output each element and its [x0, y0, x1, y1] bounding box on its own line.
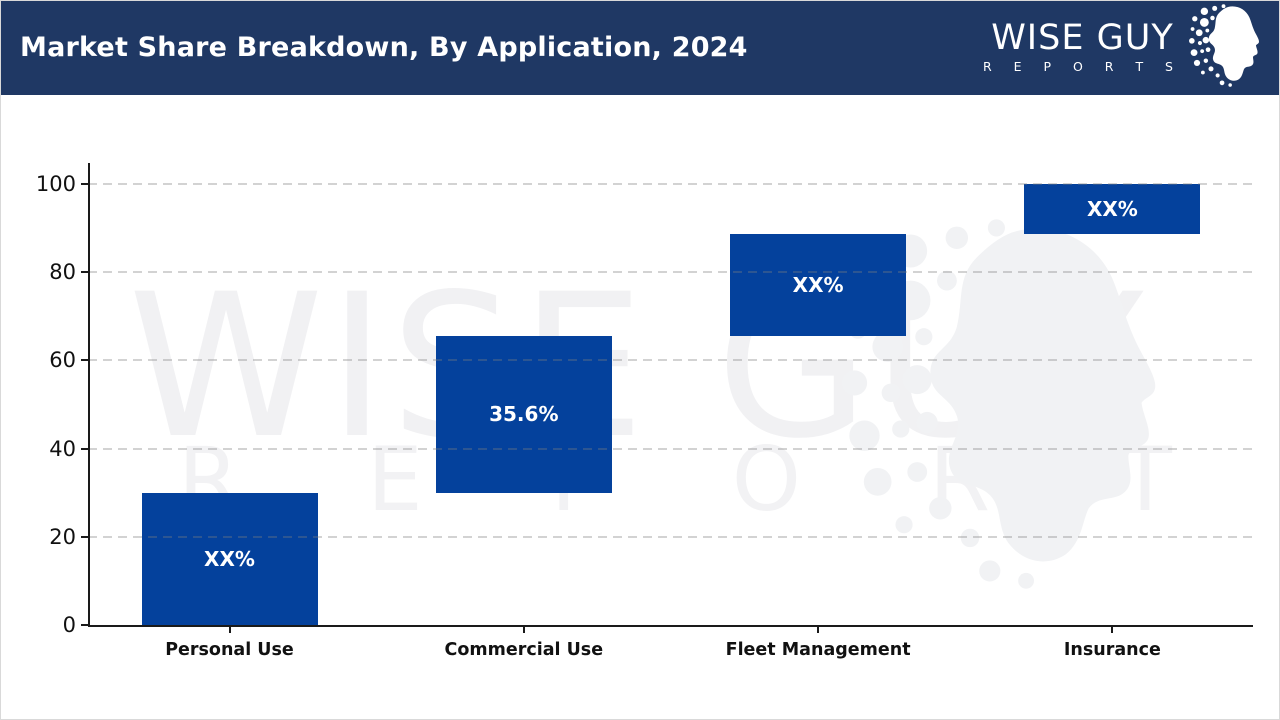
y-axis-tick [81, 447, 88, 450]
bar-value-label: 35.6% [489, 402, 559, 427]
x-axis-tick [228, 625, 231, 633]
bar-segment [141, 492, 318, 625]
y-axis-tick [81, 624, 88, 626]
header-bar: Market Share Breakdown, By Application, … [0, 0, 1280, 95]
y-axis-tick [81, 271, 88, 274]
bar-value-label: XX% [204, 546, 255, 571]
watermark-head-icon [838, 218, 1168, 598]
brand-logo: WISE GUY R E P O R T S [983, 3, 1262, 92]
brand-subname: R E P O R T S [982, 59, 1182, 75]
gridline [88, 183, 1253, 185]
x-category-label: Fleet Management [725, 640, 911, 660]
y-axis-tick-label: 100 [35, 172, 76, 196]
y-axis-tick-label: 0 [62, 613, 76, 637]
y-axis-tick-label: 40 [49, 436, 76, 461]
page-title: Market Share Breakdown, By Application, … [20, 32, 748, 63]
y-axis-tick [81, 183, 88, 185]
brand-name: WISE GUY [991, 18, 1174, 59]
gridline [88, 359, 1253, 362]
bar-value-label: XX% [792, 272, 844, 297]
bar-segment [730, 234, 907, 336]
bar-value-label: XX% [1086, 197, 1138, 222]
x-category-label: Commercial Use [444, 640, 604, 660]
x-axis-tick [1111, 625, 1114, 633]
x-category-label: Personal Use [165, 640, 294, 660]
gridline [88, 535, 1253, 538]
y-axis-tick [81, 535, 88, 538]
wise-guy-head-icon [1188, 3, 1262, 92]
y-axis-tick [81, 359, 88, 362]
gridline [88, 271, 1253, 274]
x-axis-line [88, 625, 1253, 627]
bar-segment [1024, 184, 1201, 235]
gridline [88, 447, 1253, 450]
bar-segment [435, 335, 612, 493]
brand-wordmark: WISE GUY R E P O R T S [983, 21, 1182, 74]
y-axis-tick-label: 80 [49, 260, 76, 285]
x-axis-tick [817, 625, 820, 633]
y-axis-tick-label: 60 [49, 348, 76, 373]
y-axis-tick-label: 20 [49, 524, 76, 549]
x-axis-tick [522, 625, 525, 633]
y-axis-line [88, 163, 90, 627]
x-category-label: Insurance [1063, 640, 1161, 660]
